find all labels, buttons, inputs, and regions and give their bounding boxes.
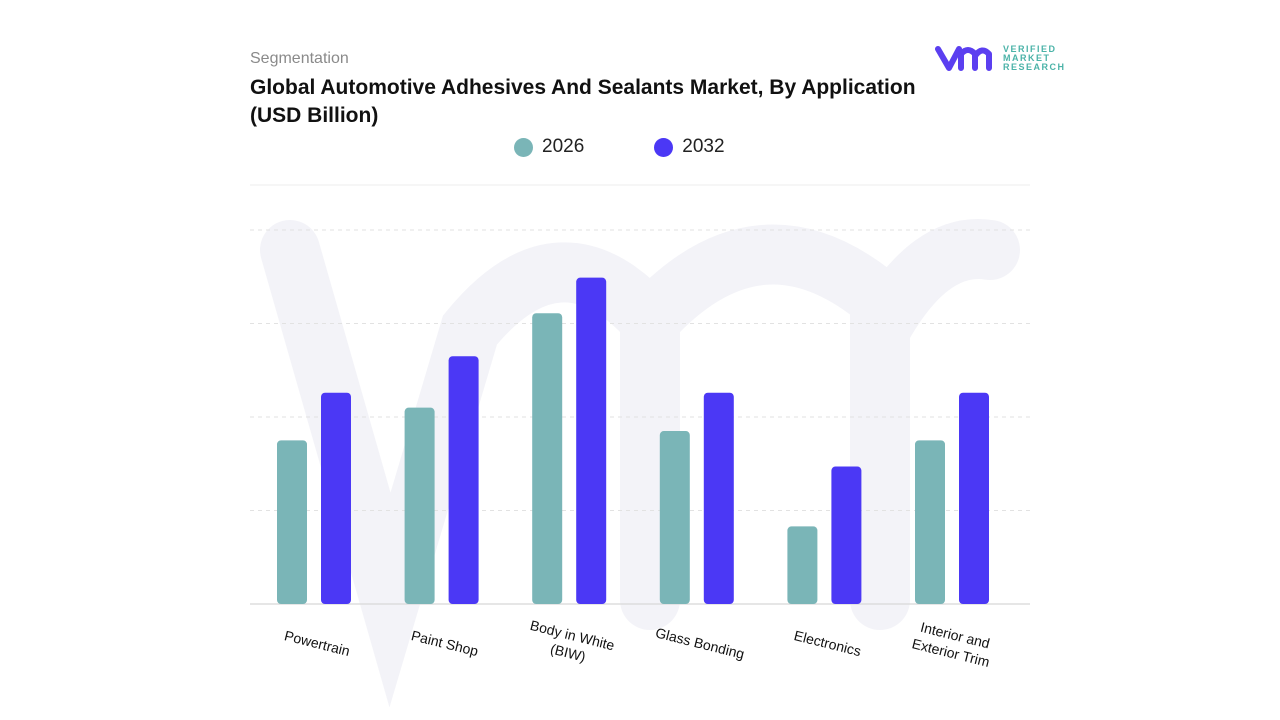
segment-label: Segmentation bbox=[250, 50, 349, 67]
logo-text: VERIFIED MARKET RESEARCH bbox=[1003, 43, 1066, 72]
x-tick-label: Body in White(BIW) bbox=[524, 617, 616, 671]
bar-2032-0 bbox=[321, 392, 351, 604]
bar-2026-2 bbox=[532, 313, 563, 604]
legend-swatch bbox=[514, 137, 533, 157]
watermark-logo bbox=[260, 219, 1020, 708]
x-tick-label: Powertrain bbox=[283, 627, 352, 659]
legend-item-2026: 2026 bbox=[514, 136, 584, 158]
bar-2032-2 bbox=[576, 277, 607, 604]
legend: 2026 2032 bbox=[514, 136, 725, 158]
bar-2032-5 bbox=[959, 392, 989, 604]
bar-2026-3 bbox=[659, 431, 690, 604]
chart-title: Global Automotive Adhesives And Sealants… bbox=[250, 76, 916, 127]
bar-2026-1 bbox=[404, 407, 435, 604]
bar-2032-3 bbox=[703, 392, 734, 604]
legend-item-2032: 2032 bbox=[654, 136, 725, 158]
bar-2032-4 bbox=[831, 466, 862, 604]
vmr-logo-mark bbox=[935, 46, 992, 71]
bar-2026-0 bbox=[277, 440, 307, 604]
x-tick-label: Electronics bbox=[792, 627, 862, 659]
logo: VERIFIED MARKET RESEARCH bbox=[935, 44, 1066, 72]
x-tick-label: Paint Shop bbox=[410, 627, 481, 659]
x-tick-label: Interior andExterior Trim bbox=[910, 618, 995, 670]
bar-2026-5 bbox=[915, 440, 945, 604]
bar-2032-1 bbox=[448, 356, 479, 604]
legend-swatch bbox=[654, 137, 674, 157]
bar-2026-4 bbox=[787, 526, 818, 604]
x-tick-label: Glass Bonding bbox=[654, 624, 746, 662]
